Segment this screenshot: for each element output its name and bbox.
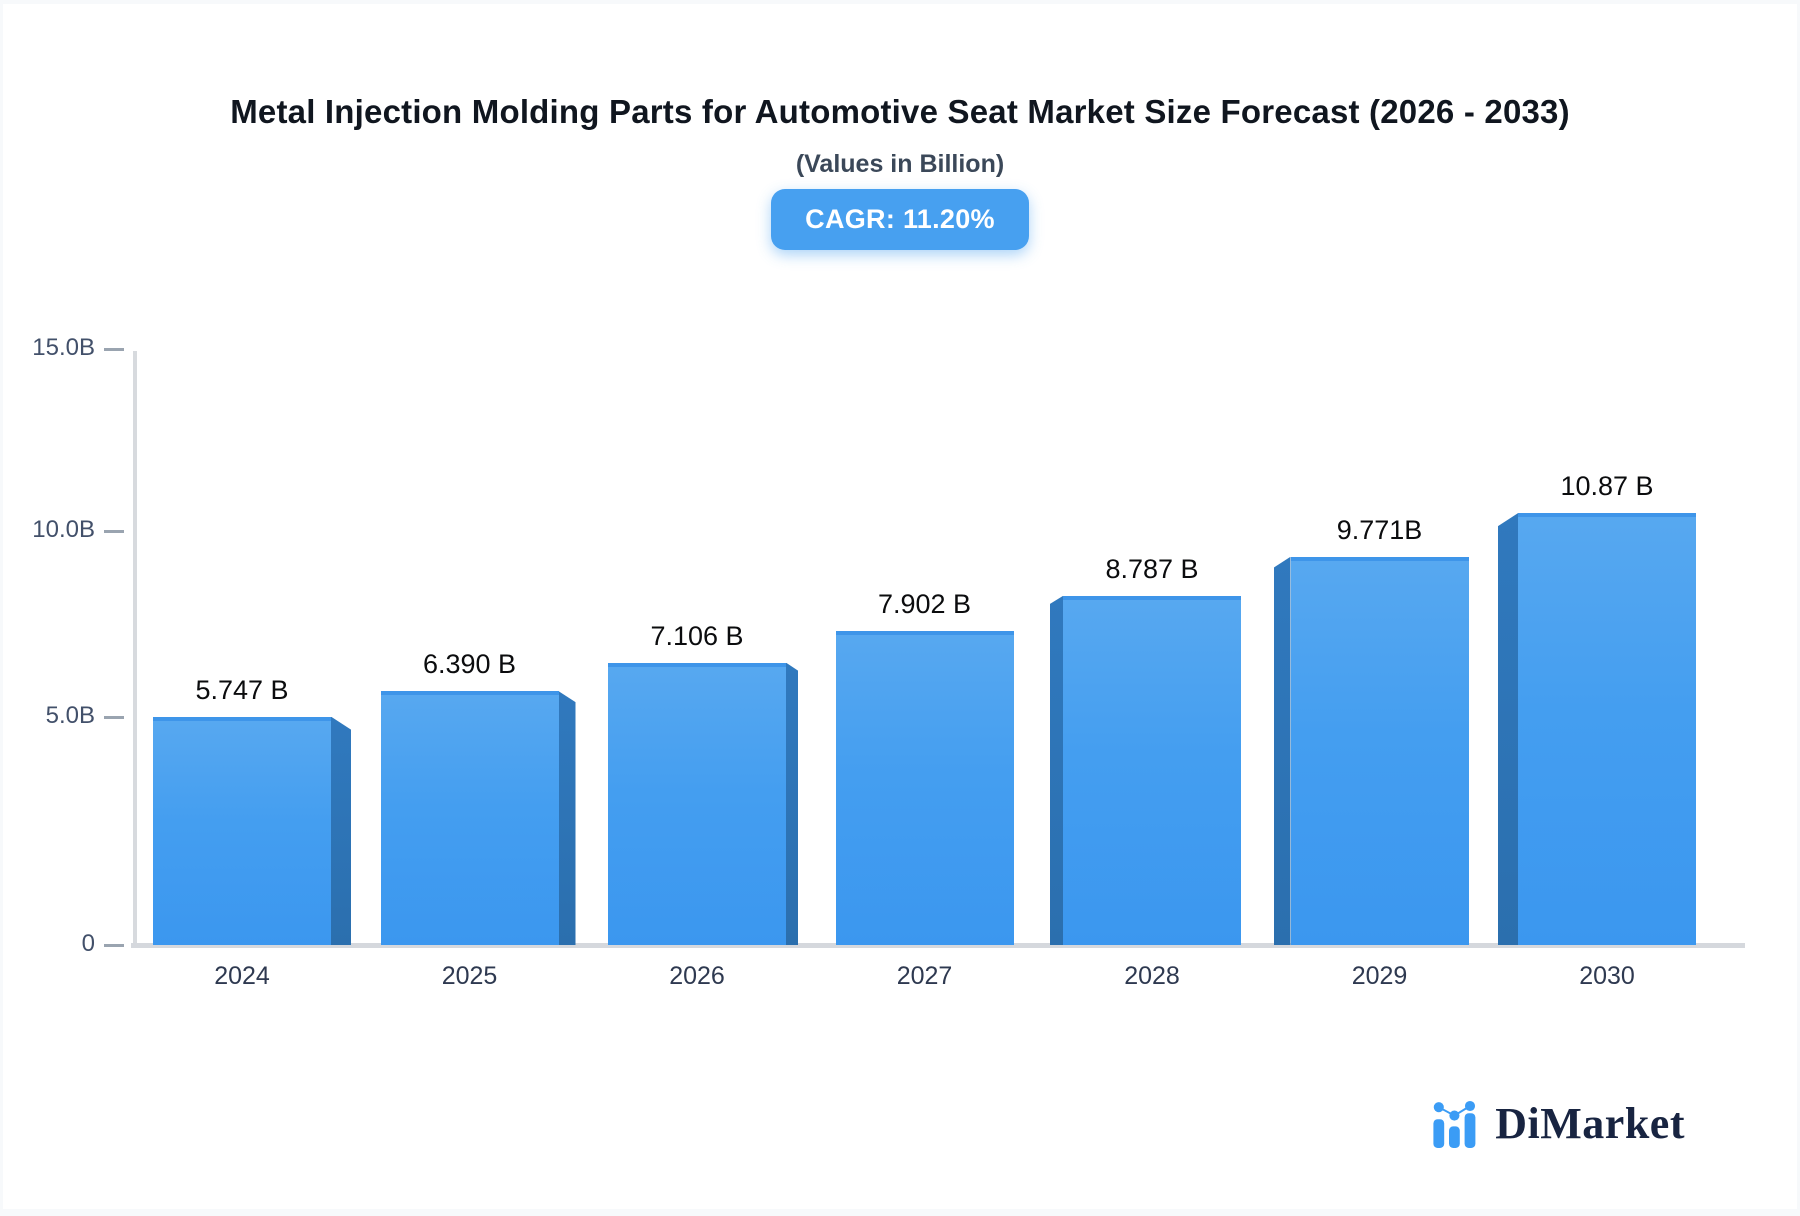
brand-name: DiMarket [1495,1100,1685,1148]
bar-value-label: 7.106 B [577,619,817,653]
bar-2024[interactable] [153,717,331,945]
x-axis-label-2029: 2029 [1280,962,1480,991]
bar-value-label: 7.902 B [805,587,1045,621]
cagr-badge-row: CAGR: 11.20% [3,189,1797,250]
bar-2026[interactable] [608,663,786,945]
bar-side-shade [1498,513,1518,945]
chart-title: Metal Injection Molding Parts for Automo… [140,88,1660,136]
bar-2025[interactable] [381,691,559,945]
y-tick-label: 0 [5,930,95,958]
brand-logo: DiMarket [1429,1100,1685,1148]
bar-2028[interactable] [1063,596,1241,945]
chart-subtitle: (Values in Billion) [3,150,1797,179]
x-axis-label-2024: 2024 [142,962,342,991]
x-axis-label-2025: 2025 [370,962,570,991]
y-axis-line [133,351,137,947]
bar-side-shade [331,717,351,945]
bar-value-label: 10.87 B [1487,469,1727,503]
bar-side-shade [559,691,576,945]
bar-2029[interactable] [1291,557,1469,945]
bar-value-label: 9.771B [1260,513,1500,547]
bar-value-label: 6.390 B [350,647,590,681]
cagr-badge: CAGR: 11.20% [771,189,1029,250]
y-tick-dash [104,716,124,719]
y-tick-dash [104,944,124,947]
y-tick-label: 5.0B [5,702,95,730]
x-axis-label-2028: 2028 [1052,962,1252,991]
x-axis-label-2027: 2027 [825,962,1025,991]
bar-value-label: 8.787 B [1032,552,1272,586]
y-tick-dash [104,348,124,351]
x-axis-label-2030: 2030 [1507,962,1707,991]
bar-side-shade [1274,557,1291,945]
bar-side-shade [1050,596,1063,945]
bar-value-label: 5.747 B [122,673,362,707]
x-axis-label-2026: 2026 [597,962,797,991]
y-tick-label: 10.0B [5,516,95,544]
chart-card: Metal Injection Molding Parts for Automo… [3,4,1797,1209]
bar-chart-logo-icon [1429,1100,1481,1148]
y-tick-dash [104,530,124,533]
bar-side-shade [786,663,798,945]
y-tick-label: 15.0B [5,334,95,362]
bar-2030[interactable] [1518,513,1696,945]
bar-2027[interactable] [836,631,1014,945]
